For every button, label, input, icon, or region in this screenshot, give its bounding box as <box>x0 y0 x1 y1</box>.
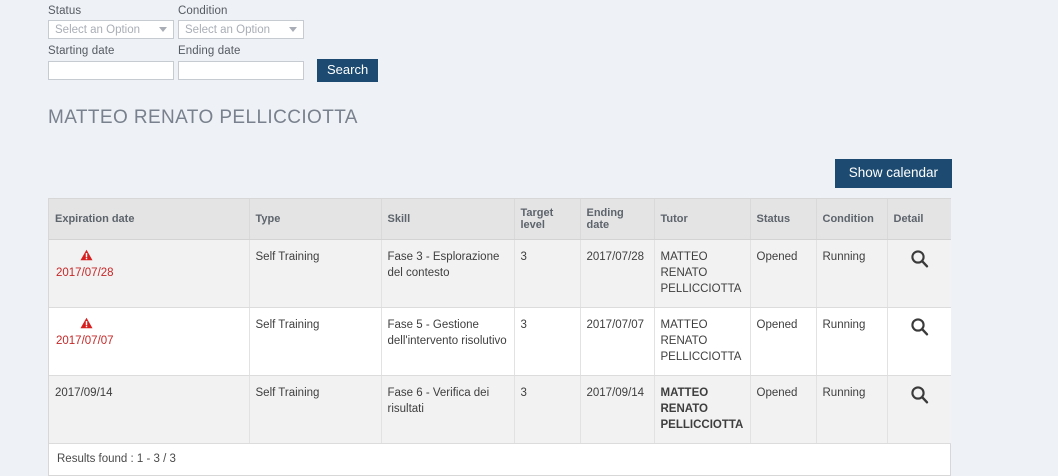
expiration-warning-group: 2017/07/28 <box>55 249 117 281</box>
warning-triangle-icon <box>55 317 117 329</box>
cell-type: Self Training <box>249 239 382 308</box>
results-table: Expiration date Type Skill Target level … <box>49 199 951 444</box>
cell-detail[interactable] <box>887 239 951 308</box>
cell-skill: Fase 5 - Gestione dell'intervento risolu… <box>381 307 515 376</box>
expiration-date-value: 2017/07/07 <box>56 335 114 347</box>
filter-row-dates: Starting date Ending date Search <box>48 44 648 82</box>
column-header-detail[interactable]: Detail <box>887 199 951 240</box>
cell-ending-date: 2017/07/28 <box>580 239 655 308</box>
column-header-status[interactable]: Status <box>750 199 817 240</box>
status-label: Status <box>48 5 82 17</box>
expiration-date-value: 2017/07/28 <box>56 267 114 279</box>
cell-type: Self Training <box>249 307 382 376</box>
page-title: MATTEO RENATO PELLICCIOTTA <box>48 107 358 128</box>
expiration-date-value: 2017/09/14 <box>55 387 113 399</box>
search-filter-panel: Status Select an Option Condition Select… <box>48 4 648 82</box>
table-row[interactable]: 2017/07/07 Self Training Fase 5 - Gestione… <box>49 307 951 376</box>
warning-triangle-icon <box>55 249 117 261</box>
magnifier-icon[interactable] <box>910 250 929 271</box>
results-table-container: Expiration date Type Skill Target level … <box>48 198 951 476</box>
column-header-target-level[interactable]: Target level <box>514 199 581 240</box>
cell-condition: Running <box>816 239 888 308</box>
status-select[interactable]: Select an Option <box>48 20 174 39</box>
column-header-skill[interactable]: Skill <box>381 199 515 240</box>
cell-expiration-date: 2017/07/07 <box>49 307 250 376</box>
cell-expiration-date: 2017/09/14 <box>49 375 250 444</box>
cell-target-level: 3 <box>514 375 581 444</box>
cell-target-level: 3 <box>514 239 581 308</box>
cell-target-level: 3 <box>514 307 581 376</box>
results-found-label: Results found : 1 - 3 / 3 <box>49 444 950 475</box>
status-filter-field: Status Select an Option <box>48 4 176 39</box>
column-header-tutor[interactable]: Tutor <box>654 199 751 240</box>
table-row[interactable]: 2017/09/14 Self Training Fase 6 - Verifica… <box>49 375 951 444</box>
table-body: 2017/07/28 Self Training Fase 3 - Esploraz… <box>49 239 951 444</box>
condition-select-value: Select an Option <box>185 23 271 36</box>
cell-ending-date: 2017/07/07 <box>580 307 655 376</box>
search-button[interactable]: Search <box>317 59 379 82</box>
magnifier-icon[interactable] <box>910 318 929 339</box>
cell-skill: Fase 6 - Verifica dei risultati <box>381 375 515 444</box>
cell-status: Opened <box>750 307 817 376</box>
cell-type: Self Training <box>249 375 382 444</box>
cell-tutor: MATTEO RENATO PELLICCIOTTA <box>654 239 751 308</box>
cell-detail[interactable] <box>887 375 951 444</box>
ending-date-field: Ending date <box>178 44 306 80</box>
column-header-expiration-date[interactable]: Expiration date <box>49 199 250 240</box>
expiration-warning-group: 2017/07/07 <box>55 317 117 349</box>
column-header-condition[interactable]: Condition <box>816 199 888 240</box>
ending-date-input[interactable] <box>178 60 304 80</box>
magnifier-icon[interactable] <box>910 386 929 407</box>
condition-label: Condition <box>178 5 228 17</box>
table-row[interactable]: 2017/07/28 Self Training Fase 3 - Esploraz… <box>49 239 951 308</box>
cell-tutor: MATTEO RENATO PELLICCIOTTA <box>654 375 751 444</box>
chevron-down-icon <box>289 27 297 32</box>
cell-detail[interactable] <box>887 307 951 376</box>
cell-skill: Fase 3 - Esplorazione del contesto <box>381 239 515 308</box>
show-calendar-button[interactable]: Show calendar <box>834 159 952 188</box>
column-header-ending-date[interactable]: Ending date <box>580 199 655 240</box>
starting-date-input[interactable] <box>48 60 174 80</box>
condition-select[interactable]: Select an Option <box>178 20 304 39</box>
cell-condition: Running <box>816 375 888 444</box>
ending-date-label: Ending date <box>178 45 241 57</box>
status-select-value: Select an Option <box>55 23 141 36</box>
starting-date-field: Starting date <box>48 44 176 80</box>
cell-status: Opened <box>750 239 817 308</box>
cell-ending-date: 2017/09/14 <box>580 375 655 444</box>
table-header-row: Expiration date Type Skill Target level … <box>49 199 951 240</box>
cell-tutor: MATTEO RENATO PELLICCIOTTA <box>654 307 751 376</box>
table-header: Expiration date Type Skill Target level … <box>49 199 951 240</box>
cell-status: Opened <box>750 375 817 444</box>
column-header-type[interactable]: Type <box>249 199 382 240</box>
cell-expiration-date: 2017/07/28 <box>49 239 250 308</box>
chevron-down-icon <box>159 27 167 32</box>
filter-row-selects: Status Select an Option Condition Select… <box>48 4 648 39</box>
condition-filter-field: Condition Select an Option <box>178 4 306 39</box>
cell-condition: Running <box>816 307 888 376</box>
starting-date-label: Starting date <box>48 45 115 57</box>
